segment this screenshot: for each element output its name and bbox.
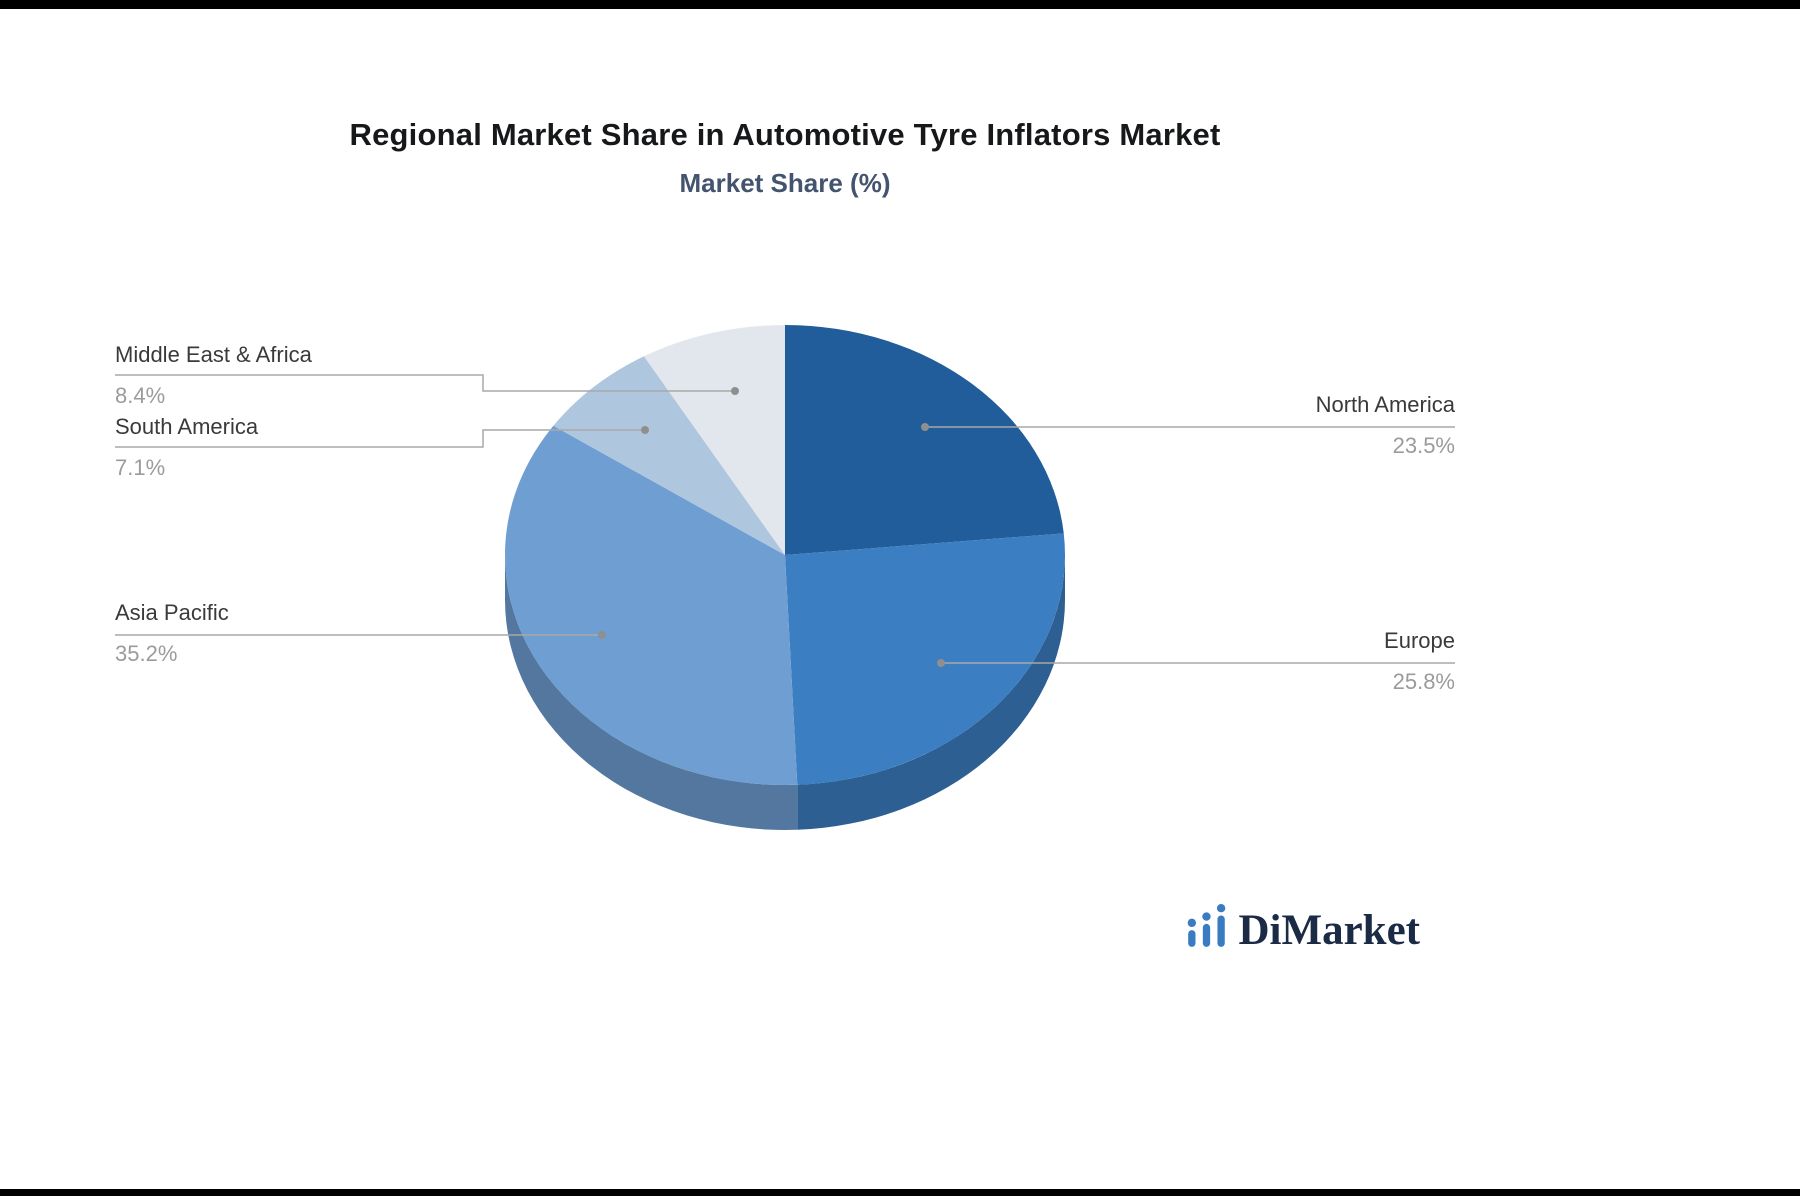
leader-dot-asia-pacific [598, 631, 606, 639]
bar-chart-logo-icon [1187, 904, 1225, 947]
label-name: North America [1315, 392, 1455, 417]
leader-dot-north-america [921, 423, 929, 431]
brand-logo: DiMarket [1186, 903, 1421, 954]
label-value: 35.2% [115, 641, 178, 666]
label-value: 8.4% [115, 383, 166, 408]
pie-slice-side-europe [797, 555, 1065, 830]
pie-slice-asia-pacific [504, 425, 798, 785]
leader-dot-europe [937, 659, 945, 667]
brand-name: DiMarket [1238, 907, 1421, 954]
pie-slice-south-america [553, 356, 785, 555]
label-value: 25.8% [1392, 669, 1455, 694]
callout-europe: Europe 25.8% [1384, 628, 1455, 695]
chart-title: Regional Market Share in Automotive Tyre… [349, 117, 1221, 152]
pie-slice-middle-east-africa [643, 325, 785, 555]
pie-slice-north-america [785, 325, 1064, 555]
top-edge-bar [0, 0, 1800, 9]
leader-dot-south-america [641, 426, 649, 434]
label-name: Middle East & Africa [115, 342, 312, 367]
pie-slice-side-asia-pacific [505, 555, 798, 830]
leader-line-middle-east-africa [115, 374, 735, 392]
bottom-edge-bar [0, 1189, 1800, 1196]
label-name: South America [115, 414, 259, 439]
callout-south-america: South America 7.1% [115, 414, 258, 481]
label-name: Asia Pacific [115, 600, 229, 625]
leader-line-south-america [115, 429, 645, 448]
pie-slice-europe [785, 533, 1065, 785]
label-value: 7.1% [115, 455, 166, 480]
label-value: 23.5% [1392, 433, 1455, 458]
callout-north-america: North America 23.5% [1316, 392, 1455, 459]
label-name: Europe [1384, 628, 1455, 653]
chart-subtitle: Market Share (%) [679, 168, 891, 198]
leader-dot-middle-east-africa [731, 387, 739, 395]
callout-asia-pacific: Asia Pacific 35.2% [115, 600, 229, 667]
callout-middle-east-africa: Middle East & Africa 8.4% [115, 342, 312, 409]
chart-header: Regional Market Share in Automotive Tyre… [0, 116, 1570, 198]
